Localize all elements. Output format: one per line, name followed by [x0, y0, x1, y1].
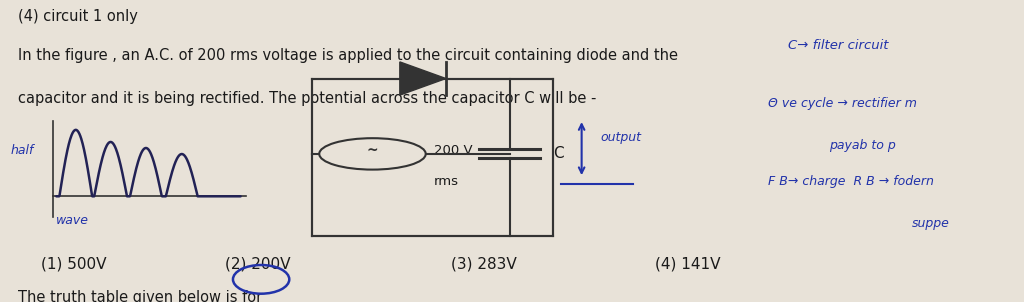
Text: suppe: suppe [911, 217, 949, 230]
Text: (1) 500V: (1) 500V [41, 257, 106, 272]
Text: F B→ charge  R B → fodern: F B→ charge R B → fodern [768, 175, 934, 188]
Text: In the figure , an A.C. of 200 rms voltage is applied to the circuit containing : In the figure , an A.C. of 200 rms volta… [18, 48, 679, 63]
Text: C: C [553, 146, 563, 161]
Text: Θ ve cycle → rectifier m: Θ ve cycle → rectifier m [768, 97, 916, 110]
Polygon shape [399, 62, 445, 95]
Text: C→ filter circuit: C→ filter circuit [788, 39, 889, 52]
Text: capacitor and it is being rectified. The potential across the capacitor C will b: capacitor and it is being rectified. The… [18, 91, 597, 106]
Text: wave: wave [56, 214, 89, 227]
Text: 200 V: 200 V [434, 144, 472, 157]
Text: The truth table given below is for: The truth table given below is for [18, 290, 263, 302]
Text: half: half [10, 144, 34, 158]
Text: payab to p: payab to p [829, 139, 896, 152]
Text: rms: rms [434, 175, 459, 188]
Text: ~: ~ [367, 144, 378, 158]
Text: (4) circuit 1 only: (4) circuit 1 only [18, 9, 138, 24]
Text: (2) 200V: (2) 200V [225, 257, 291, 272]
Text: output: output [600, 131, 641, 144]
Bar [312, 79, 553, 236]
Text: (3) 283V: (3) 283V [451, 257, 516, 272]
Text: (4) 141V: (4) 141V [655, 257, 721, 272]
